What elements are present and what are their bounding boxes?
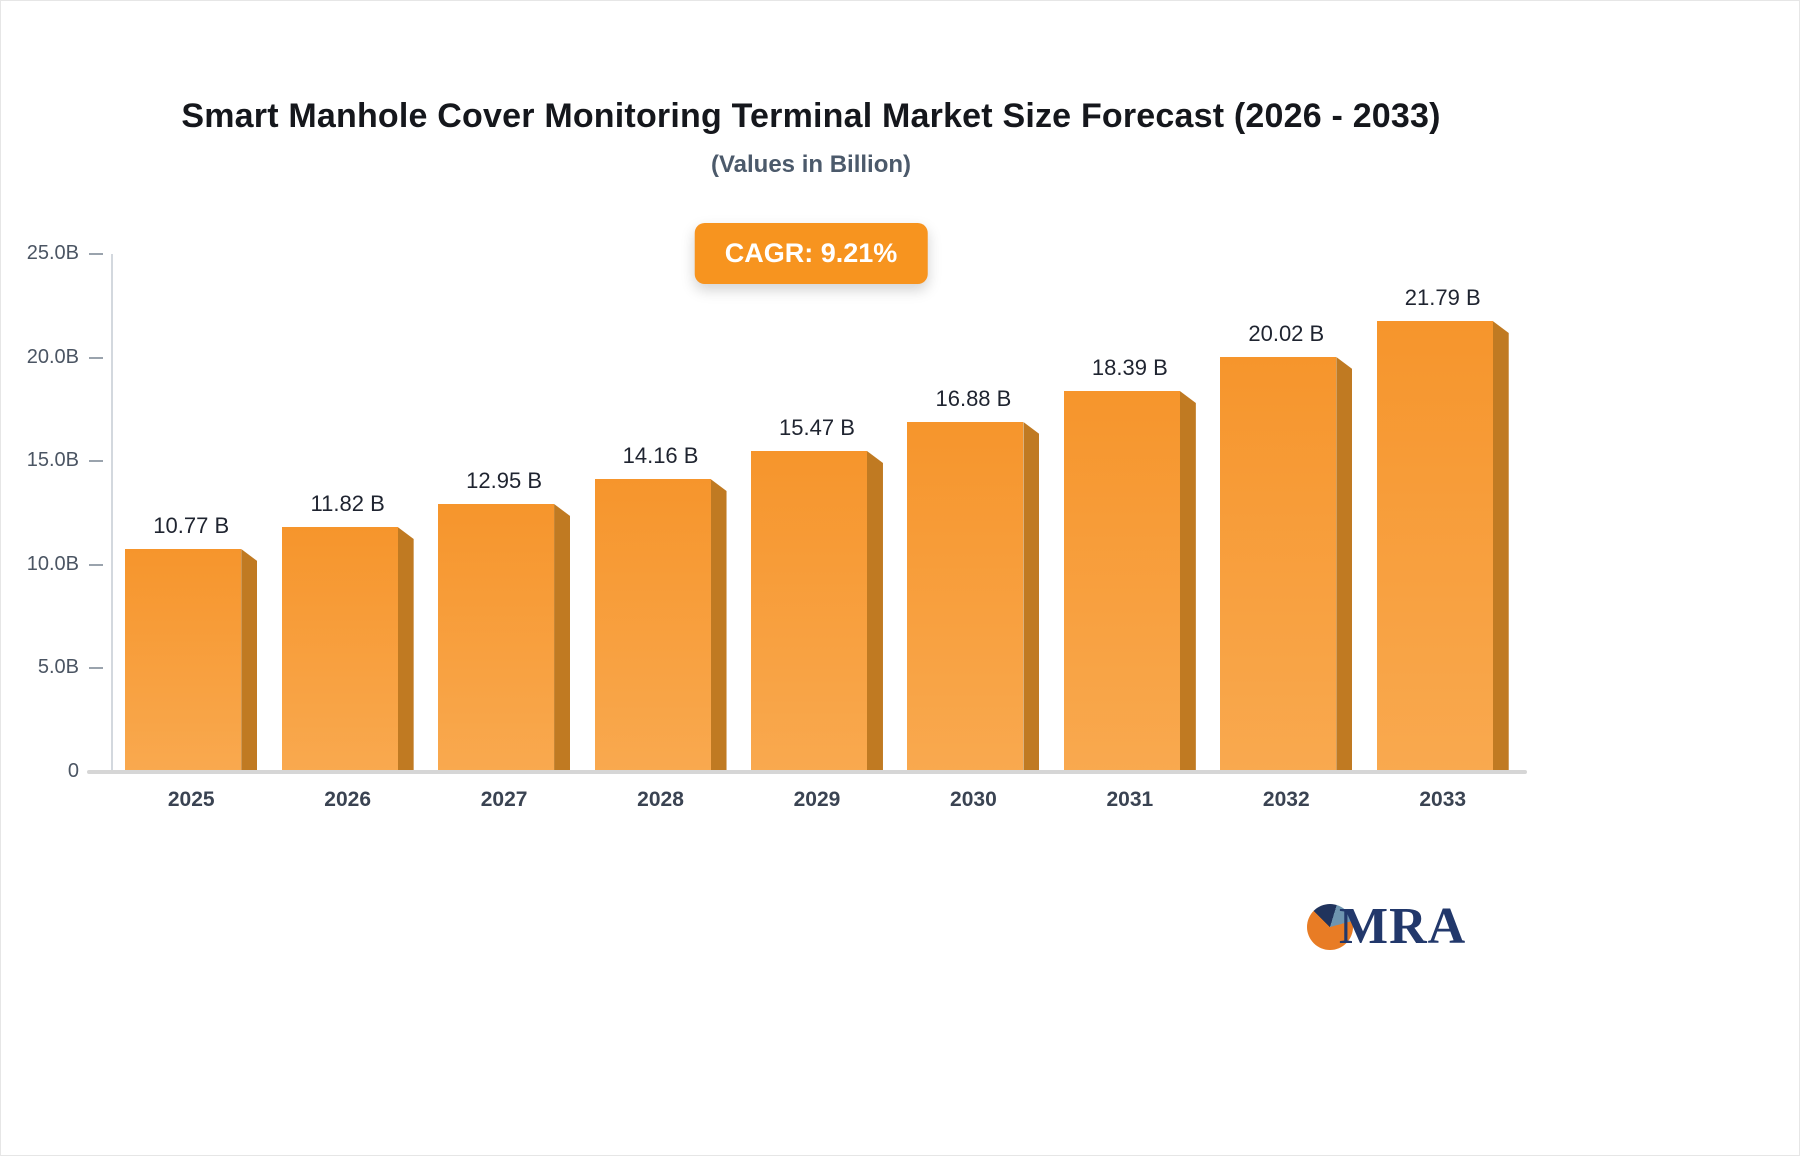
bar-value-label: 20.02 B — [1248, 321, 1325, 346]
bar-face — [1220, 357, 1337, 772]
bar-column: 15.47 B 2029 — [739, 254, 895, 811]
y-tick-mark — [89, 460, 103, 463]
bar — [1376, 321, 1509, 772]
x-tick-label: 2025 — [167, 788, 215, 811]
y-tick-label: 0 — [67, 760, 79, 782]
pie-chart-logo-icon — [1307, 903, 1353, 950]
x-tick-label: 2033 — [1419, 788, 1467, 811]
y-tick-label: 15.0B — [26, 449, 79, 472]
x-tick-label: 2029 — [793, 788, 841, 811]
x-tick-label: 2032 — [1262, 788, 1310, 811]
bar-value-label: 14.16 B — [622, 443, 699, 468]
x-tick-label: 2027 — [480, 788, 528, 811]
chart-area: 0 5.0B 10.0B 15.0B 20.0B 25.0B 10.77 B 2025 11.… — [1, 242, 1621, 811]
bar-value-label: 11.82 B — [310, 491, 385, 516]
bar-side-shade — [1336, 357, 1353, 772]
bar-value-label: 10.77 B — [153, 513, 230, 538]
bar-side-shade — [397, 527, 414, 772]
y-tick-label: 20.0B — [26, 345, 79, 368]
bar-column: 18.39 B 2031 — [1052, 254, 1208, 811]
bar-face — [281, 527, 398, 772]
x-tick-label: 2028 — [637, 788, 684, 811]
bar-value-label: 16.88 B — [935, 386, 1012, 411]
bar-side-shade — [1492, 321, 1509, 772]
y-axis-line — [111, 254, 113, 772]
y-tick-label: 5.0B — [37, 656, 79, 679]
x-tick-label: 2031 — [1106, 788, 1154, 811]
x-tick-label: 2026 — [324, 788, 372, 811]
bar-column: 14.16 B 2028 — [582, 254, 738, 811]
chart-subtitle: (Values in Billion) — [710, 151, 912, 178]
bar-column: 16.88 B 2030 — [895, 254, 1051, 811]
bar-face — [1063, 391, 1180, 772]
bar-face — [438, 504, 555, 772]
brand-logo: MRA — [1307, 897, 1466, 956]
bar-column: 10.77 B 2025 — [113, 254, 269, 811]
bar-value-label: 18.39 B — [1091, 355, 1168, 380]
bar-column: 12.95 B 2027 — [426, 254, 582, 811]
bar-side-shade — [1023, 422, 1040, 772]
plot-area: 10.77 B 2025 11.82 B 2026 12.95 B 2027 14.16 B… — [113, 254, 1521, 811]
bar-face — [594, 479, 711, 772]
brand-name: MRA — [1339, 898, 1467, 955]
x-tick-label: 2030 — [950, 788, 997, 811]
x-axis-baseline — [87, 770, 1527, 774]
bar-side-shade — [554, 504, 571, 772]
y-tick-mark — [89, 356, 103, 359]
bar-face — [907, 422, 1024, 772]
bar-column: 21.79 B 2033 — [1365, 254, 1521, 811]
bar — [125, 549, 258, 772]
y-tick-label: 10.0B — [26, 552, 79, 575]
cagr-badge: CAGR: 9.21% — [694, 223, 928, 284]
y-tick-mark — [89, 563, 103, 566]
bar — [438, 504, 571, 772]
bar — [1063, 391, 1196, 772]
bar — [594, 479, 727, 772]
bar-column: 11.82 B 2026 — [269, 254, 425, 811]
bar-side-shade — [241, 549, 258, 772]
bar — [281, 527, 414, 772]
y-tick-mark — [89, 667, 103, 670]
bar-value-label: 12.95 B — [466, 468, 543, 493]
bar-side-shade — [866, 451, 883, 772]
y-tick-label: 25.0B — [26, 242, 79, 264]
y-tick-mark — [89, 253, 103, 255]
bar-side-shade — [1179, 391, 1196, 772]
bar-face — [1376, 321, 1493, 772]
chart-title: Smart Manhole Cover Monitoring Terminal … — [181, 97, 1441, 135]
bar-value-label: 21.79 B — [1404, 285, 1481, 310]
bar-face — [750, 451, 867, 772]
bar — [907, 422, 1040, 772]
bar-face — [125, 549, 242, 772]
bar-value-label: 15.47 B — [779, 415, 855, 440]
bar-side-shade — [710, 479, 727, 772]
bar-column: 20.02 B 2032 — [1208, 254, 1364, 811]
bar — [1220, 357, 1353, 772]
chart-content: Smart Manhole Cover Monitoring Terminal … — [1, 1, 1621, 1155]
bar — [750, 451, 883, 772]
